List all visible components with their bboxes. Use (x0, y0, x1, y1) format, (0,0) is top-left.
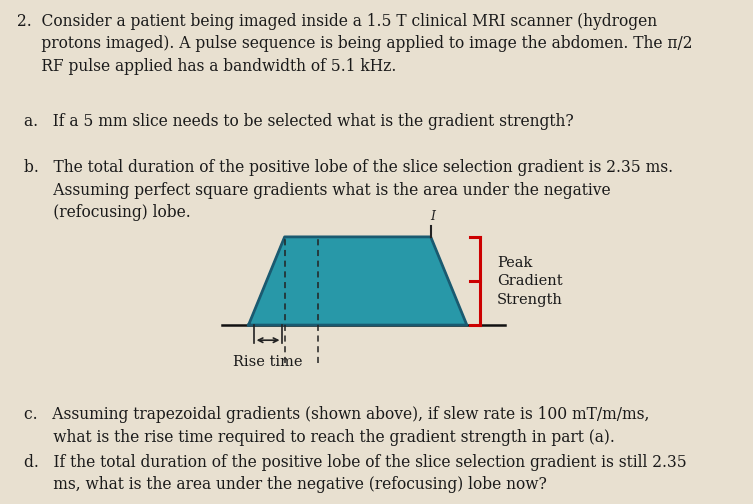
Text: d.   If the total duration of the positive lobe of the slice selection gradient : d. If the total duration of the positive… (24, 454, 687, 493)
Text: b.   The total duration of the positive lobe of the slice selection gradient is : b. The total duration of the positive lo… (24, 159, 673, 221)
Text: c.   Assuming trapezoidal gradients (shown above), if slew rate is 100 mT/m/ms,
: c. Assuming trapezoidal gradients (shown… (24, 406, 650, 446)
Text: Rise time: Rise time (233, 355, 303, 369)
Text: 2.  Consider a patient being imaged inside a 1.5 T clinical MRI scanner (hydroge: 2. Consider a patient being imaged insid… (17, 13, 692, 75)
Text: I: I (430, 210, 434, 223)
Text: a.   If a 5 mm slice needs to be selected what is the gradient strength?: a. If a 5 mm slice needs to be selected … (24, 113, 574, 131)
Text: Peak
Gradient
Strength: Peak Gradient Strength (497, 256, 562, 306)
Polygon shape (248, 237, 467, 325)
